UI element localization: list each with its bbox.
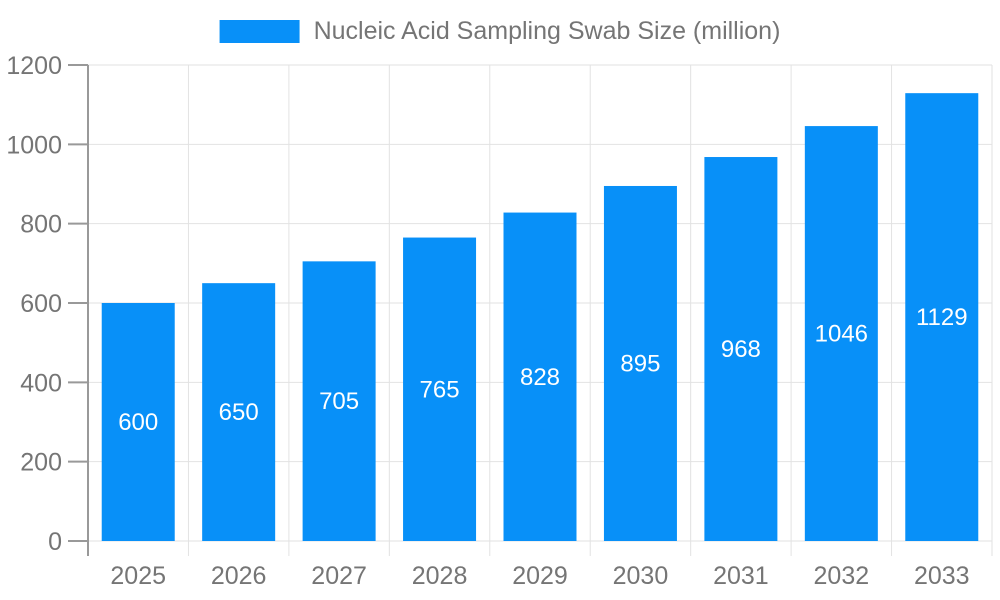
x-axis-tick-label: 2025 bbox=[110, 562, 166, 590]
bar bbox=[202, 283, 276, 541]
y-axis-tick-label: 1000 bbox=[6, 131, 62, 159]
y-axis-tick-label: 600 bbox=[20, 290, 62, 318]
chart-legend[interactable]: Nucleic Acid Sampling Swab Size (million… bbox=[219, 16, 781, 46]
bar bbox=[804, 126, 878, 541]
bar bbox=[403, 237, 477, 542]
bar-value-label: 650 bbox=[219, 399, 259, 426]
bar bbox=[101, 303, 175, 541]
x-axis-tick-label: 2026 bbox=[211, 562, 267, 590]
bar bbox=[302, 261, 376, 541]
legend-label: Nucleic Acid Sampling Swab Size (million… bbox=[313, 16, 781, 45]
bar-value-label: 1129 bbox=[916, 304, 968, 331]
x-axis-tick-label: 2031 bbox=[713, 562, 769, 590]
y-axis-tick-label: 200 bbox=[20, 449, 62, 477]
x-axis-tick-label: 2027 bbox=[311, 562, 367, 590]
bar-value-label: 705 bbox=[319, 388, 359, 415]
bar-value-label: 600 bbox=[118, 409, 158, 436]
bar bbox=[603, 185, 677, 541]
bar-value-label: 765 bbox=[420, 376, 460, 403]
bar-value-label: 828 bbox=[520, 364, 560, 391]
bar-value-label: 968 bbox=[721, 336, 761, 363]
bar-value-label: 1046 bbox=[815, 321, 868, 348]
y-axis-tick-label: 400 bbox=[20, 369, 62, 397]
bar bbox=[905, 93, 979, 541]
y-axis-tick-label: 0 bbox=[48, 528, 62, 556]
y-axis-tick-label: 800 bbox=[20, 211, 62, 239]
x-axis-tick-label: 2028 bbox=[412, 562, 468, 590]
x-axis-tick-label: 2030 bbox=[613, 562, 669, 590]
bar bbox=[704, 157, 778, 541]
x-axis-tick-label: 2032 bbox=[814, 562, 870, 590]
x-axis-tick-label: 2033 bbox=[914, 562, 970, 590]
y-axis-tick-label: 1200 bbox=[6, 52, 62, 80]
x-axis-tick-label: 2029 bbox=[512, 562, 568, 590]
bar-value-label: 895 bbox=[620, 350, 660, 377]
bar bbox=[503, 212, 577, 541]
legend-swatch-icon bbox=[219, 19, 300, 43]
